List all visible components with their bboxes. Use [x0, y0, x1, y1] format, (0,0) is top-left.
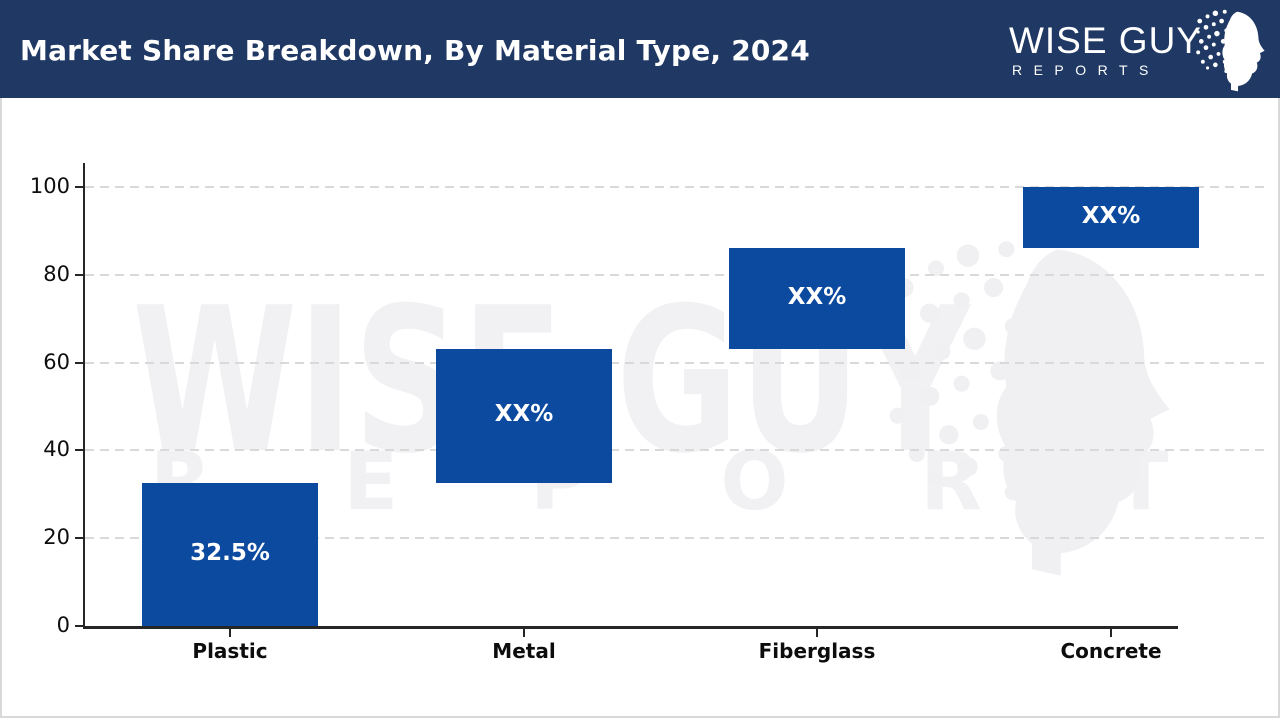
bar-plastic: [142, 483, 318, 626]
y-tick-40: [75, 449, 83, 452]
x-tick-fiberglass: [816, 629, 818, 637]
x-axis-spine: [83, 626, 1178, 629]
wise-guy-reports-logo: WISE GUY REPORTS: [1009, 6, 1274, 94]
y-tick-0: [75, 625, 83, 627]
y-tick-label-20: 20: [43, 525, 70, 550]
y-tick-label-0: 0: [56, 613, 70, 637]
y-tick-label-40: 40: [43, 437, 70, 462]
y-axis-spine: [83, 163, 85, 627]
category-label-fiberglass: Fiberglass: [758, 639, 876, 663]
bar-value-label-concrete: XX%: [1081, 202, 1141, 229]
category-label-concrete: Concrete: [1060, 639, 1162, 663]
bar-concrete: [1023, 187, 1199, 249]
y-tick-80: [75, 273, 83, 276]
gridline-100: [85, 186, 1268, 188]
bar-value-label-fiberglass: XX%: [787, 283, 847, 310]
category-label-plastic: Plastic: [192, 639, 268, 663]
header-bar: Market Share Breakdown, By Material Type…: [0, 0, 1280, 98]
watermark-dotted-head-icon: [889, 241, 1170, 576]
bar-value-label-plastic: 32.5%: [190, 539, 270, 566]
logo-secondary-text: REPORTS: [1011, 61, 1160, 78]
bar-value-label-metal: XX%: [494, 401, 554, 428]
bar-metal: [436, 349, 612, 484]
logo-text: WISE GUY REPORTS: [1008, 20, 1202, 78]
x-tick-metal: [523, 629, 525, 637]
gridline-40: [85, 449, 1268, 452]
logo-primary-text: WISE GUY: [1008, 20, 1202, 62]
gridline-60: [85, 361, 1268, 364]
y-tick-label-60: 60: [43, 349, 70, 374]
y-tick-label-80: 80: [43, 261, 70, 286]
y-tick-100: [75, 186, 83, 188]
x-tick-concrete: [1110, 629, 1112, 637]
logo-dotted-head-icon: [1196, 9, 1265, 92]
x-tick-plastic: [229, 629, 231, 637]
page-title: Market Share Breakdown, By Material Type…: [20, 34, 810, 67]
category-label-metal: Metal: [492, 639, 556, 663]
bar-fiberglass: [729, 248, 905, 350]
gridline-20: [85, 537, 1268, 540]
y-tick-label-100: 100: [29, 174, 70, 198]
gridline-80: [85, 273, 1268, 276]
y-tick-60: [75, 361, 83, 364]
y-tick-20: [75, 537, 83, 540]
